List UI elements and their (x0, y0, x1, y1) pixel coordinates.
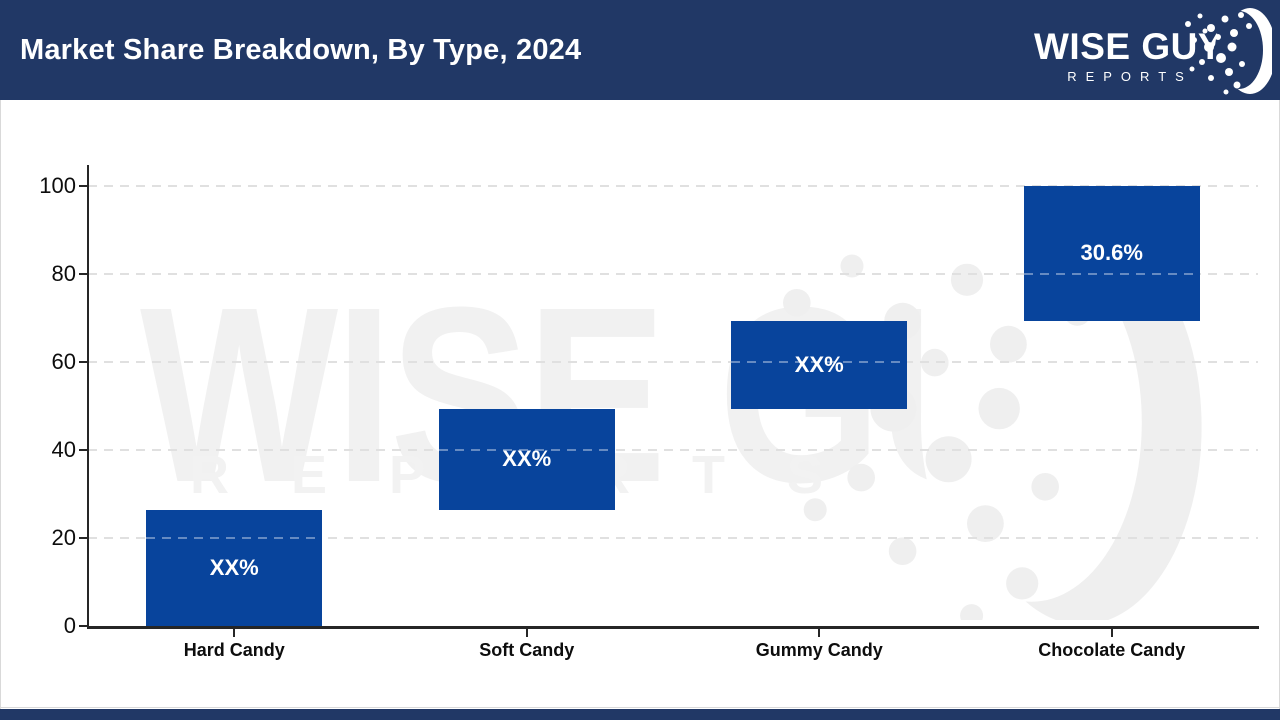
footer-bar (0, 709, 1280, 720)
header-bar: Market Share Breakdown, By Type, 2024 WI… (0, 0, 1280, 100)
x-axis-tick (525, 629, 528, 637)
x-category-label: Hard Candy (183, 640, 285, 660)
y-axis-spine (87, 165, 89, 627)
logo-dotted-head-icon (1185, 8, 1272, 95)
bar-value-label: XX% (794, 351, 844, 377)
y-axis-tick (79, 449, 87, 451)
x-category-label: Soft Candy (479, 640, 575, 660)
y-axis-tick (79, 185, 87, 187)
page-border-bottom (0, 707, 1280, 708)
gridline-over-bar (731, 360, 908, 363)
gridline (88, 537, 1258, 539)
watermark: WISE GUY REPORTS (0, 100, 1280, 708)
gridline (88, 361, 1258, 363)
y-tick-label: 40 (51, 437, 76, 462)
page-title: Market Share Breakdown, By Type, 2024 (20, 33, 582, 66)
y-axis-tick (79, 273, 87, 275)
page-border-left (0, 100, 1, 709)
gridline (88, 185, 1258, 187)
y-tick-label: 80 (51, 261, 76, 286)
y-axis-tick (79, 537, 87, 539)
y-tick-label: 0 (63, 613, 76, 638)
logo-brand-text: WISE GUY (1034, 26, 1224, 67)
watermark-dotted-head-icon (783, 229, 1202, 620)
x-axis-tick (1110, 629, 1113, 637)
x-axis-spine (87, 626, 1259, 629)
x-axis-tick (818, 629, 821, 637)
bar-value-label: XX% (209, 555, 259, 581)
bar-segment: XX% (438, 408, 615, 511)
gridline (88, 273, 1258, 275)
bar-segment: XX% (731, 320, 908, 409)
gridline-over-bar (438, 448, 615, 451)
bar-value-label: XX% (502, 446, 552, 472)
y-tick-label: 20 (51, 525, 76, 550)
gridline-over-bar (146, 536, 323, 539)
y-axis-tick (79, 361, 87, 363)
x-category-label: Chocolate Candy (1038, 640, 1186, 660)
y-axis-tick (79, 625, 87, 627)
bar-segment: 30.6% (1023, 186, 1200, 321)
gridline (88, 449, 1258, 451)
x-category-label: Gummy Candy (755, 640, 883, 660)
bar-value-label: 30.6% (1080, 240, 1143, 266)
logo-tagline-text: REPORTS (1067, 69, 1193, 84)
bar-segment: XX% (146, 510, 323, 626)
y-tick-label: 100 (39, 173, 76, 198)
gridline-over-bar (1023, 273, 1200, 275)
brand-logo: WISE GUY REPORTS (1008, 6, 1272, 96)
x-axis-tick (233, 629, 236, 637)
y-tick-label: 60 (51, 349, 76, 374)
